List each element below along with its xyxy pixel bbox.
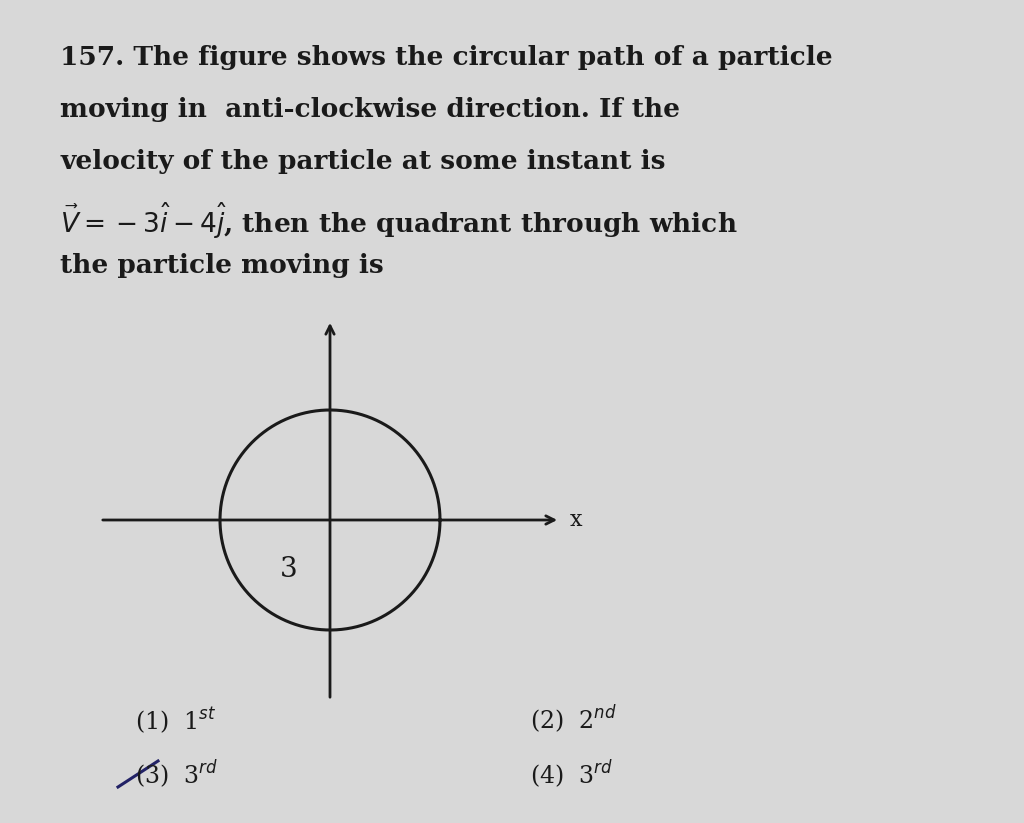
Text: 3: 3 [280, 556, 297, 583]
Text: the particle moving is: the particle moving is [60, 253, 384, 278]
Text: moving in  anti-clockwise direction. If the: moving in anti-clockwise direction. If t… [60, 97, 680, 122]
Text: 157. The figure shows the circular path of a particle: 157. The figure shows the circular path … [60, 45, 833, 70]
Text: x: x [570, 509, 583, 531]
Text: $\vec{V}=-3\hat{i}-4\hat{j}$, then the quadrant through which: $\vec{V}=-3\hat{i}-4\hat{j}$, then the q… [60, 201, 737, 241]
Text: velocity of the particle at some instant is: velocity of the particle at some instant… [60, 149, 666, 174]
Text: (2)  2$^{nd}$: (2) 2$^{nd}$ [530, 704, 616, 736]
Text: (4)  3$^{rd}$: (4) 3$^{rd}$ [530, 759, 613, 791]
Text: (3)  3$^{rd}$: (3) 3$^{rd}$ [135, 759, 218, 791]
Text: (1)  1$^{st}$: (1) 1$^{st}$ [135, 705, 216, 735]
